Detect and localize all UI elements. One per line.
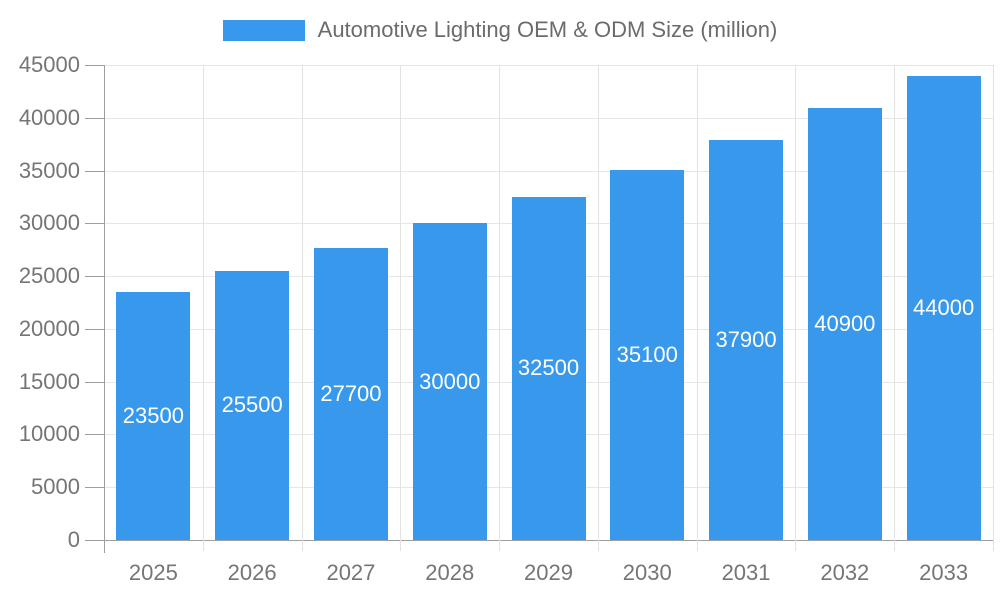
y-tick-mark	[85, 381, 104, 383]
bar-value-label: 23500	[122, 402, 184, 428]
bar-value-label: 27700	[320, 380, 382, 406]
y-tick-mark	[85, 487, 104, 489]
x-boundary-gridline	[499, 65, 501, 551]
x-axis-tick-label: 2031	[721, 560, 771, 585]
y-tick-mark	[85, 223, 104, 225]
x-axis-tick-label: 2025	[128, 560, 178, 585]
bar-value-label: 40900	[814, 311, 876, 337]
y-tick-mark	[85, 328, 104, 330]
bar[interactable]: 44000	[906, 75, 981, 540]
y-axis-tick-label: 5000	[31, 474, 80, 500]
y-tick-mark	[85, 170, 104, 172]
bar[interactable]: 27700	[313, 247, 388, 540]
bar[interactable]: 37900	[709, 139, 784, 540]
y-axis-tick-label: 35000	[18, 157, 80, 183]
y-tick-mark	[85, 65, 104, 66]
bar-value-label: 25500	[221, 392, 283, 418]
y-axis-line	[104, 65, 105, 553]
y-tick-mark	[85, 434, 104, 436]
x-boundary-gridline	[597, 65, 599, 551]
x-axis-tick-label: 2030	[622, 560, 672, 585]
chart-legend[interactable]: Automotive Lighting OEM & ODM Size (mill…	[0, 15, 1000, 45]
bar-value-label: 44000	[913, 294, 975, 320]
bar[interactable]: 25500	[215, 270, 290, 540]
x-boundary-gridline	[993, 65, 994, 551]
bar-value-label: 32500	[517, 355, 580, 381]
x-axis-tick-label: 2027	[326, 560, 376, 585]
x-boundary-gridline	[795, 65, 797, 551]
legend-swatch	[222, 19, 305, 41]
y-tick-mark	[85, 276, 104, 278]
bar-value-label: 35100	[616, 341, 678, 367]
y-axis-tick-label: 10000	[18, 421, 80, 447]
bar[interactable]: 32500	[511, 196, 586, 540]
x-axis-tick-label: 2028	[425, 560, 475, 585]
legend-label: Automotive Lighting OEM & ODM Size (mill…	[317, 17, 778, 42]
y-axis-tick-label: 15000	[18, 368, 80, 394]
x-axis-tick-label: 2033	[919, 560, 969, 585]
y-axis-tick-label: 0	[67, 527, 80, 552]
y-axis-tick-label: 30000	[18, 210, 80, 236]
bar-value-label: 30000	[419, 368, 481, 394]
x-boundary-gridline	[894, 65, 896, 551]
y-tick-mark	[85, 117, 104, 119]
y-axis-tick-label: 25000	[18, 263, 80, 289]
y-gridline	[104, 170, 993, 172]
x-boundary-gridline	[301, 65, 303, 551]
bar[interactable]: 30000	[412, 223, 487, 540]
y-axis-tick-label: 20000	[18, 315, 80, 341]
x-axis-tick-label: 2026	[227, 560, 277, 585]
bar-value-label: 37900	[715, 326, 777, 352]
y-axis-tick-label: 45000	[18, 52, 80, 77]
y-axis-tick-label: 40000	[18, 104, 80, 130]
y-tick-mark	[85, 540, 104, 541]
x-axis-tick-label: 2032	[820, 560, 870, 585]
x-axis-tick-label: 2029	[524, 560, 573, 585]
bar[interactable]: 35100	[610, 169, 685, 540]
bar[interactable]: 23500	[116, 291, 191, 540]
bar[interactable]: 40900	[807, 108, 882, 540]
y-gridline	[104, 117, 993, 119]
x-boundary-gridline	[400, 65, 402, 551]
y-gridline	[104, 540, 993, 541]
y-gridline	[104, 65, 993, 66]
x-boundary-gridline	[696, 65, 698, 551]
x-boundary-gridline	[202, 65, 204, 551]
